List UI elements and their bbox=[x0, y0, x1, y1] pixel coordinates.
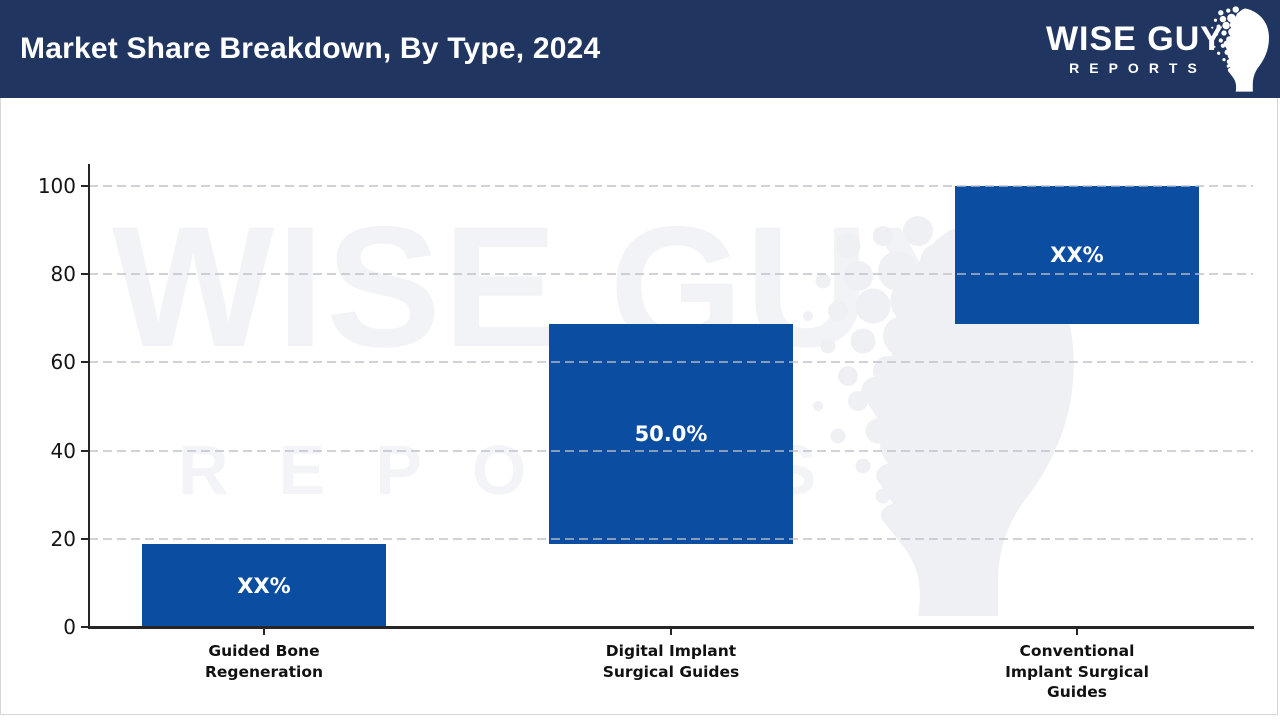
y-tick-mark bbox=[81, 626, 89, 628]
y-axis-line bbox=[88, 164, 90, 629]
x-tick-label-line: Guides bbox=[1047, 683, 1107, 701]
x-tick-mark bbox=[670, 627, 672, 635]
y-tick-label: 40 bbox=[50, 438, 76, 463]
y-tick-mark bbox=[81, 449, 89, 452]
x-tick-label-line: Implant Surgical bbox=[1005, 662, 1149, 681]
bar: XX% bbox=[955, 186, 1199, 324]
gridline bbox=[89, 537, 1253, 540]
logo-text: WISE GUY REPORTS bbox=[1046, 21, 1224, 77]
x-tick-label: Conventional Implant Surgical Guides bbox=[917, 641, 1237, 703]
gridline bbox=[89, 449, 1253, 452]
y-tick-label: 20 bbox=[50, 526, 76, 551]
x-tick-label-line: Surgical Guides bbox=[602, 662, 740, 681]
logo-wordmark: WISE GUY bbox=[1045, 20, 1224, 58]
y-tick-mark bbox=[81, 185, 89, 187]
gridline bbox=[89, 273, 1253, 276]
bar-value-label: 50.0% bbox=[634, 421, 708, 446]
chart-area: WISE GUY REPORTS 0 20 40 60 80 100 XX% 50.0% XX%… bbox=[0, 98, 1280, 720]
bar: 50.0% bbox=[549, 323, 793, 545]
x-tick-mark bbox=[1076, 627, 1078, 635]
gridline bbox=[89, 361, 1253, 364]
page-title: Market Share Breakdown, By Type, 2024 bbox=[20, 32, 601, 65]
y-tick-mark bbox=[81, 537, 89, 540]
x-axis-line bbox=[88, 626, 1254, 629]
x-tick-label: Guided Bone Regeneration bbox=[104, 641, 424, 682]
bar-value-label: XX% bbox=[1050, 242, 1104, 267]
y-tick-mark bbox=[81, 273, 89, 276]
y-tick-label: 80 bbox=[50, 262, 76, 287]
bar: XX% bbox=[142, 544, 386, 627]
x-tick-label-line: Digital Implant bbox=[605, 642, 737, 660]
x-tick-mark bbox=[263, 627, 265, 635]
y-tick-mark bbox=[81, 361, 89, 364]
x-tick-label: Digital Implant Surgical Guides bbox=[511, 641, 831, 682]
y-tick-label: 60 bbox=[50, 350, 76, 375]
wiseguy-logo: WISE GUY REPORTS bbox=[1010, 6, 1272, 92]
y-tick-label: 0 bbox=[63, 615, 76, 639]
gridline bbox=[89, 185, 1253, 187]
bar-value-label: XX% bbox=[237, 573, 291, 598]
x-tick-label-line: Guided Bone bbox=[208, 642, 320, 660]
x-tick-label-line: Conventional bbox=[1019, 642, 1135, 660]
logo-subtitle: REPORTS bbox=[1069, 60, 1207, 76]
y-tick-label: 100 bbox=[37, 174, 76, 198]
x-tick-label-line: Regeneration bbox=[204, 662, 324, 681]
header-bar: Market Share Breakdown, By Type, 2024 WI… bbox=[0, 0, 1280, 98]
